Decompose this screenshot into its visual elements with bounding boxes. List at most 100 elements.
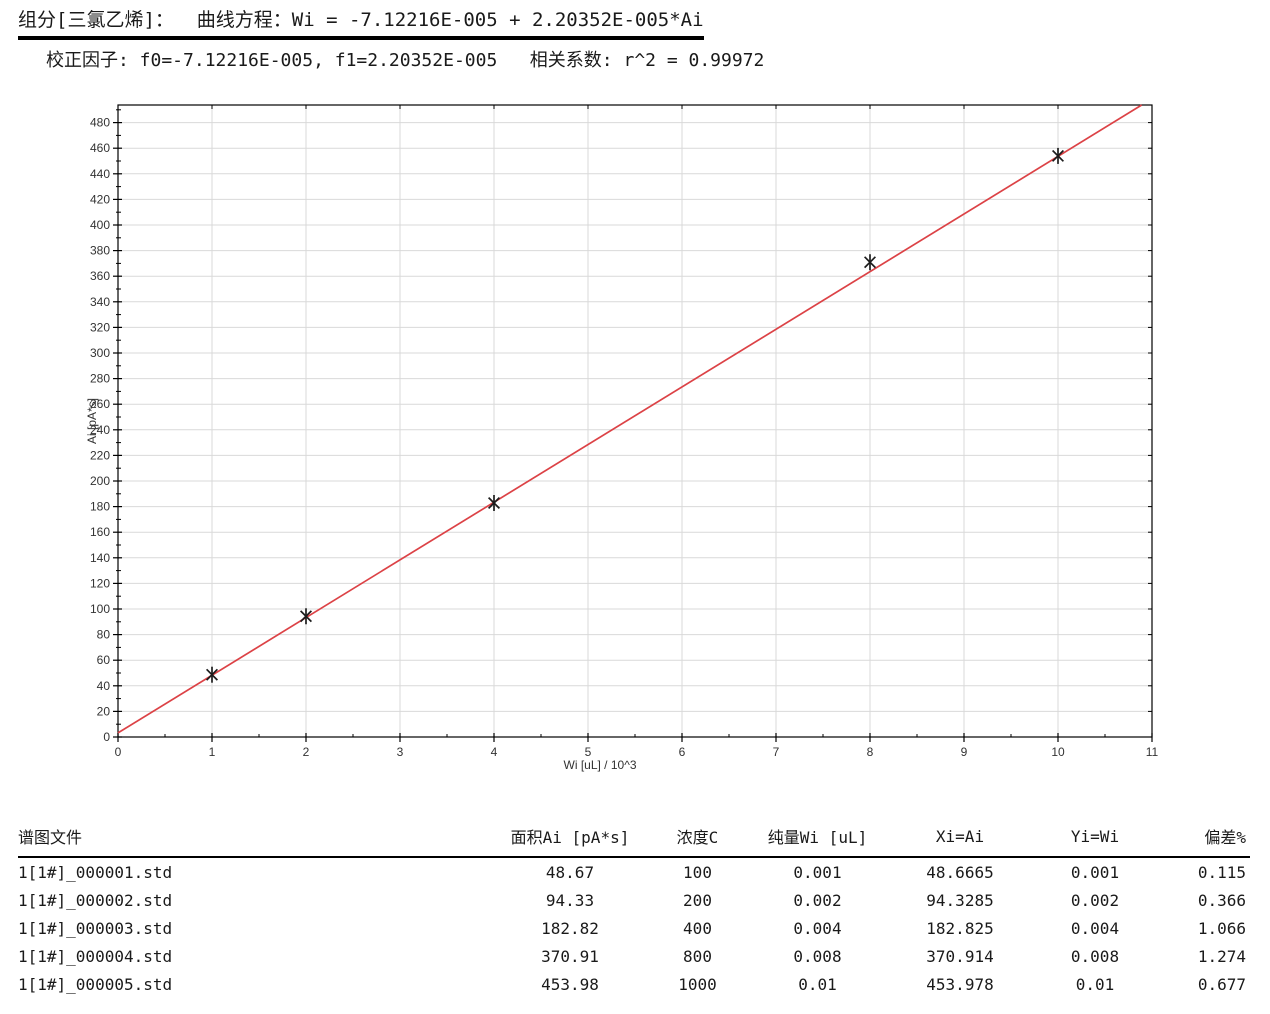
y-tick-label: 180	[90, 500, 110, 514]
data-point-marker	[1051, 147, 1065, 164]
y-tick-label: 240	[90, 423, 110, 437]
marker-stroke	[205, 668, 219, 681]
y-tick-label: 480	[90, 116, 110, 130]
column-header: 浓度C	[640, 824, 755, 858]
y-tick-label: 380	[90, 244, 110, 258]
y-tick-label: 280	[90, 372, 110, 386]
table-cell: 453.978	[926, 975, 994, 994]
calibration-points-table: 谱图文件 面积Ai [pA*s] 浓度C 纯量Wi [uL] Xi=Ai Yi=Wi 偏差%…	[18, 824, 1250, 998]
y-tick-label: 460	[90, 141, 110, 155]
y-tick-label: 420	[90, 192, 110, 206]
table-row: 1[1#]_000004.std 370.91 800 0.008 370.914 0.0…	[18, 942, 1250, 970]
table-cell: 0.366	[1197, 891, 1246, 910]
table-cell: 453.98	[541, 975, 599, 994]
table-cell: 0.01	[1075, 975, 1115, 994]
y-tick-label: 80	[97, 628, 111, 642]
y-tick-label: 0	[103, 730, 110, 744]
table-cell: 0.01	[798, 975, 837, 994]
x-tick-label: 3	[397, 745, 404, 759]
x-tick-label: 9	[961, 745, 968, 759]
regression-fit-line	[117, 104, 1143, 734]
table-cell: 48.6665	[926, 863, 994, 882]
calibration-curve-chart: 0 1 2 3 4 5 6 7 8 9 10 11 0 20 40 60 80 100 120 140 160 180 20…	[85, 104, 1159, 772]
marker-stroke	[299, 610, 313, 623]
y-tick-label: 100	[90, 602, 110, 616]
y-tick-label: 60	[97, 653, 111, 667]
table-cell: 0.002	[1070, 891, 1120, 910]
data-point-marker	[487, 494, 501, 511]
spectrum-file-cell: 1[1#]_000003.std	[18, 919, 173, 938]
column-header: Xi=Ai	[880, 824, 1040, 858]
column-header: 面积Ai [pA*s]	[500, 824, 640, 858]
table-cell: 370.914	[926, 947, 994, 966]
table-cell: 1000	[678, 975, 717, 994]
y-tick-label: 340	[90, 295, 110, 309]
table-cell: 0.004	[1070, 919, 1120, 938]
table-cell: 370.91	[541, 947, 599, 966]
y-tick-label: 220	[90, 448, 110, 462]
table-cell: 1.274	[1197, 947, 1246, 966]
spectrum-file-cell: 1[1#]_000001.std	[18, 863, 173, 882]
x-tick-label: 1	[209, 745, 216, 759]
y-tick-label: 320	[90, 320, 110, 334]
table-cell: 0.008	[793, 947, 842, 966]
spectrum-file-cell: 1[1#]_000004.std	[18, 947, 173, 966]
x-tick-label: 0	[115, 745, 122, 759]
y-tick-label: 160	[90, 525, 110, 539]
y-tick-label: 40	[97, 679, 111, 693]
table-cell: 100	[683, 863, 712, 882]
y-tick-label: 140	[90, 551, 110, 565]
table-cell: 48.67	[545, 863, 595, 882]
table-cell: 200	[683, 891, 712, 910]
table-cell: 800	[683, 947, 712, 966]
column-header: 偏差%	[1150, 824, 1250, 858]
y-tick-label: 360	[90, 269, 110, 283]
table-row: 1[1#]_000002.std 94.33 200 0.002 94.3285 0.00…	[18, 886, 1250, 914]
table-cell: 182.825	[926, 919, 994, 938]
y-axis-title: Ai [pA*s]	[85, 398, 99, 444]
table-cell: 0.001	[793, 863, 842, 882]
report-header: 组分[三氯乙烯]： 曲线方程：Wi = -7.12216E-005 + 2.20…	[18, 5, 704, 40]
marker-stroke	[863, 256, 877, 269]
x-tick-label: 6	[679, 745, 686, 759]
table-cell: 0.001	[1070, 863, 1120, 882]
x-tick-label: 11	[1146, 745, 1159, 759]
data-point-marker	[205, 666, 219, 683]
column-header: Yi=Wi	[1040, 824, 1150, 858]
x-tick-label: 8	[867, 745, 874, 759]
y-tick-label: 200	[90, 474, 110, 488]
table-row: 1[1#]_000001.std 48.67 100 0.001 48.6665 0.00…	[18, 857, 1250, 886]
y-tick-label: 120	[90, 576, 110, 590]
table-cell: 0.002	[793, 891, 842, 910]
table-cell: 0.008	[1070, 947, 1120, 966]
marker-stroke	[487, 496, 501, 509]
y-tick-label: 260	[90, 397, 110, 411]
x-tick-label: 7	[773, 745, 780, 759]
x-tick-label: 4	[491, 745, 498, 759]
marker-stroke	[1051, 149, 1065, 162]
table-cell: 400	[683, 919, 712, 938]
y-tick-label: 400	[90, 218, 110, 232]
table-cell: 1.066	[1197, 919, 1246, 938]
x-axis-title: Wi [uL] / 10^3	[564, 758, 637, 772]
y-tick-label: 20	[97, 704, 111, 718]
spectrum-file-cell: 1[1#]_000002.std	[18, 891, 173, 910]
table-cell: 0.677	[1197, 975, 1246, 994]
column-header: 纯量Wi [uL]	[755, 824, 880, 858]
y-tick-label: 440	[90, 167, 110, 181]
data-point-marker	[863, 254, 877, 271]
table-cell: 94.3285	[926, 891, 994, 910]
component-curve-equation-title: 组分[三氯乙烯]： 曲线方程：Wi = -7.12216E-005 + 2.20…	[18, 5, 704, 40]
x-tick-label: 5	[585, 745, 592, 759]
calibration-factors-line: 校正因子: f0=-7.12216E-005, f1=2.20352E-005 …	[46, 50, 765, 71]
table-header-row: 谱图文件 面积Ai [pA*s] 浓度C 纯量Wi [uL] Xi=Ai Yi=Wi 偏差%	[18, 824, 1250, 858]
data-point-marker	[299, 608, 313, 625]
column-header: 谱图文件	[18, 824, 500, 858]
table-cell: 94.33	[545, 891, 595, 910]
table-body: 1[1#]_000001.std 48.67 100 0.001 48.6665 0.00…	[18, 857, 1250, 998]
spectrum-file-cell: 1[1#]_000005.std	[18, 975, 173, 994]
x-tick-label: 2	[303, 745, 310, 759]
table-cell: 182.82	[541, 919, 599, 938]
table-cell: 0.004	[793, 919, 842, 938]
y-tick-label: 300	[90, 346, 110, 360]
